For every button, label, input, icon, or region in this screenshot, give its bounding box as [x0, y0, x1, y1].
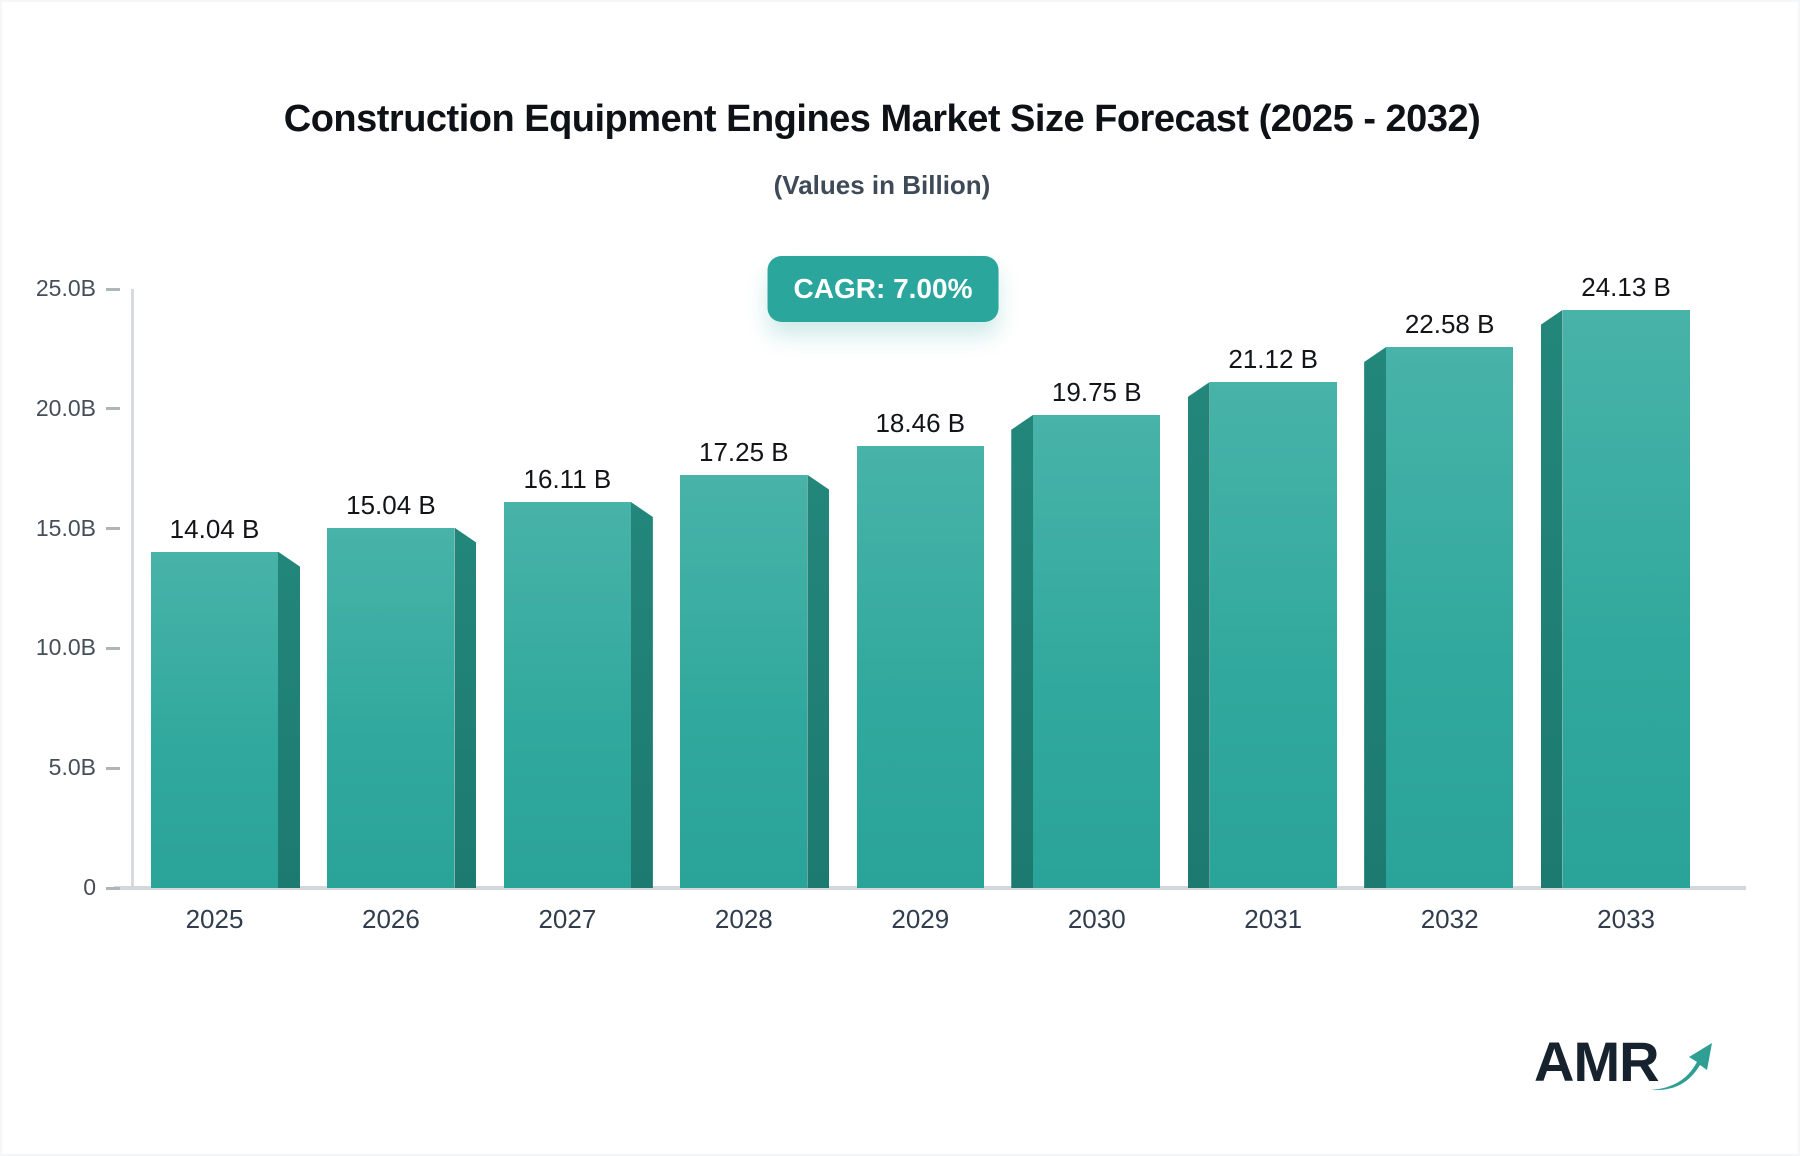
y-tick-label: 10.0B	[35, 634, 96, 661]
x-tick-label: 2025	[185, 904, 244, 934]
bar-value-label: 22.58 B	[1404, 308, 1495, 339]
y-tick-label: 5.0B	[48, 754, 96, 781]
y-tick-mark	[106, 527, 120, 531]
x-tick-label: 2027	[538, 904, 597, 934]
y-tick-mark	[106, 407, 120, 411]
bar	[1386, 346, 1514, 888]
bar-side-face	[454, 527, 477, 888]
bar-side-face	[1364, 346, 1387, 888]
bar-value-label: 24.13 B	[1581, 271, 1671, 302]
bar-value-label: 17.25 B	[699, 436, 789, 467]
bar	[151, 551, 278, 888]
y-tick-mark	[106, 886, 120, 890]
bar-side-face	[630, 502, 653, 888]
x-tick-label: 2032	[1420, 904, 1479, 934]
bar-value-label: 21.12 B	[1228, 343, 1318, 374]
x-tick-label: 2033	[1597, 904, 1656, 934]
amr-logo: AMR	[1534, 1034, 1715, 1101]
bar	[856, 445, 984, 888]
bar-side-face	[807, 474, 830, 888]
x-tick-label: 2029	[891, 904, 950, 934]
bar	[327, 527, 455, 888]
bar-value-label: 18.46 B	[875, 407, 966, 438]
bar-value-label: 19.75 B	[1051, 376, 1142, 407]
x-tick-label: 2031	[1244, 904, 1303, 934]
y-tick-label: 25.0B	[35, 275, 96, 301]
bar-side-face	[1011, 414, 1034, 888]
x-axis-baseline	[114, 886, 1746, 890]
y-tick-mark	[106, 766, 120, 770]
bar-value-label: 16.11 B	[523, 464, 612, 494]
bar-side-face	[1540, 309, 1563, 888]
y-axis-line	[131, 289, 134, 890]
bar-side-face	[1187, 381, 1210, 888]
chart-subtitle: (Values in Billion)	[773, 170, 991, 200]
bar	[1209, 381, 1337, 888]
bar	[680, 474, 808, 888]
chart-title: Construction Equipment Engines Market Si…	[283, 98, 1481, 140]
y-tick-label: 0	[83, 874, 96, 900]
bar	[1033, 414, 1161, 888]
trend-up-arrow-icon	[1649, 1040, 1715, 1101]
amr-logo-text: AMR	[1534, 1030, 1660, 1093]
bar-side-face	[278, 551, 300, 888]
x-tick-label: 2030	[1067, 904, 1126, 934]
bar	[503, 502, 631, 888]
cagr-badge: CAGR: 7.00%	[767, 256, 999, 322]
x-tick-label: 2028	[714, 904, 773, 934]
bar-value-label: 15.04 B	[346, 489, 436, 520]
y-tick-mark	[106, 287, 120, 291]
x-tick-label: 2026	[362, 904, 420, 934]
y-tick-label: 20.0B	[35, 394, 96, 421]
y-tick-mark	[106, 646, 120, 650]
y-tick-label: 15.0B	[35, 514, 96, 541]
bar	[1562, 309, 1690, 888]
bar-value-label: 14.04 B	[169, 513, 260, 544]
